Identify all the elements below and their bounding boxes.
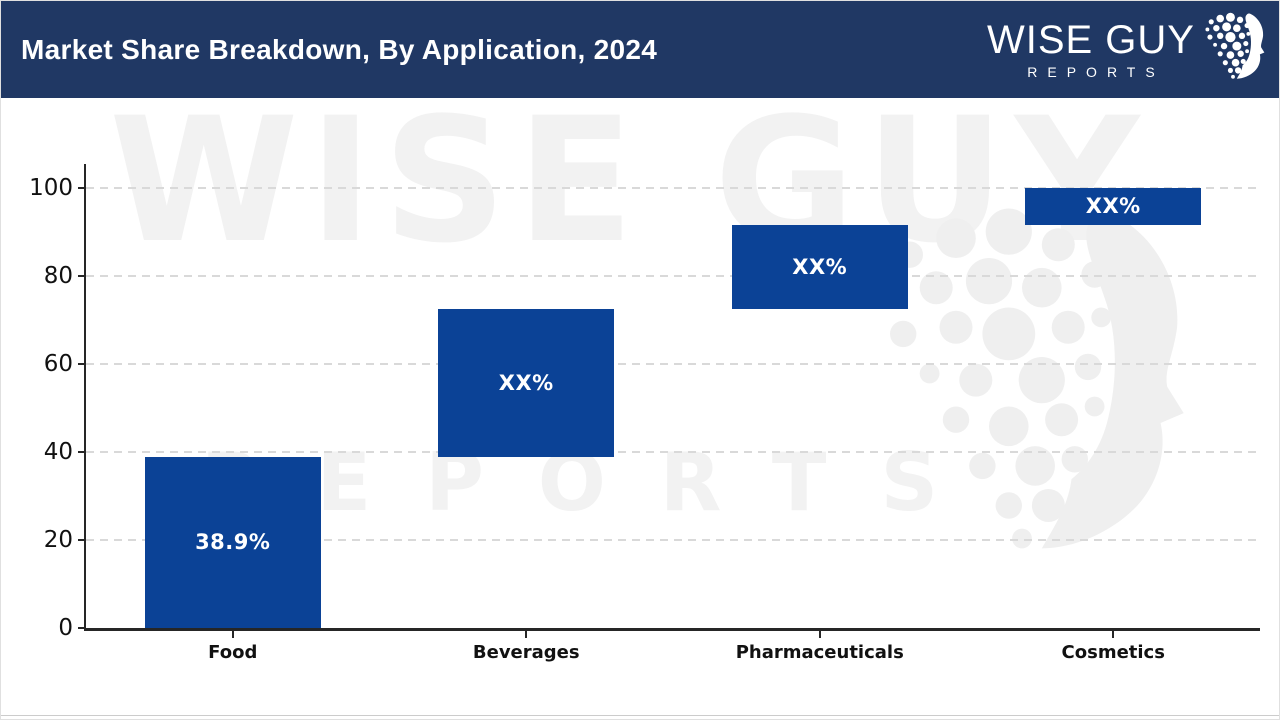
y-axis-tick (78, 275, 86, 277)
y-axis-tick (78, 451, 86, 453)
watermark-face-dots-icon (857, 208, 1187, 576)
logo-text: WISE GUY REPORTS (987, 20, 1195, 79)
bar-beverages: XX% (438, 309, 615, 457)
gridline-20 (86, 539, 1260, 541)
x-axis-line (84, 628, 1260, 631)
gridline-100 (86, 187, 1260, 189)
bar-value-label: XX% (1085, 194, 1141, 219)
y-axis-tick-label: 0 (58, 615, 73, 641)
face-dots-icon (1201, 7, 1265, 93)
chart-region: WISE GUY REPORTS (1, 98, 1279, 718)
x-axis-category-label: Food (208, 642, 258, 663)
x-axis-category-label: Beverages (472, 642, 580, 663)
bar-value-label: 38.9% (195, 530, 271, 555)
bar-pharmaceuticals: XX% (731, 224, 908, 310)
bar-cosmetics: XX% (1025, 188, 1202, 225)
page-title: Market Share Breakdown, By Application, … (21, 33, 658, 65)
y-axis-tick (78, 627, 86, 629)
y-axis-tick-label: 80 (43, 263, 73, 289)
y-axis-line (84, 164, 86, 631)
y-axis-tick (78, 363, 86, 365)
x-axis-tick (818, 630, 821, 638)
gridline-60 (86, 363, 1260, 365)
logo-brand-subtitle: REPORTS (1027, 64, 1165, 80)
x-axis-tick (231, 630, 234, 638)
x-axis-category-label: Pharmaceuticals (735, 642, 904, 663)
x-axis-tick (525, 630, 528, 638)
bar-value-label: XX% (498, 371, 554, 396)
gridline-80 (86, 275, 1260, 277)
x-axis-tick (1112, 630, 1115, 638)
y-axis-tick-label: 40 (43, 439, 73, 465)
header: Market Share Breakdown, By Application, … (1, 1, 1279, 98)
bar-food: 38.9% (144, 456, 321, 628)
y-axis-tick-label: 20 (43, 527, 73, 553)
x-axis-category-label: Cosmetics (1061, 642, 1165, 663)
y-axis-tick (78, 539, 86, 541)
bar-value-label: XX% (792, 254, 848, 279)
y-axis-tick-label: 100 (29, 175, 73, 201)
wise-guy-logo: WISE GUY REPORTS (987, 7, 1265, 93)
bottom-divider (1, 715, 1279, 716)
waterfall-chart: 0 20 40 60 80 100 38.9% XX% XX% XX% Food Beverages P… (1, 98, 1279, 718)
logo-brand-name: WISE GUY (986, 18, 1195, 62)
gridline-40 (86, 451, 1260, 453)
y-axis-tick (78, 187, 86, 189)
y-axis-tick-label: 60 (43, 351, 73, 377)
